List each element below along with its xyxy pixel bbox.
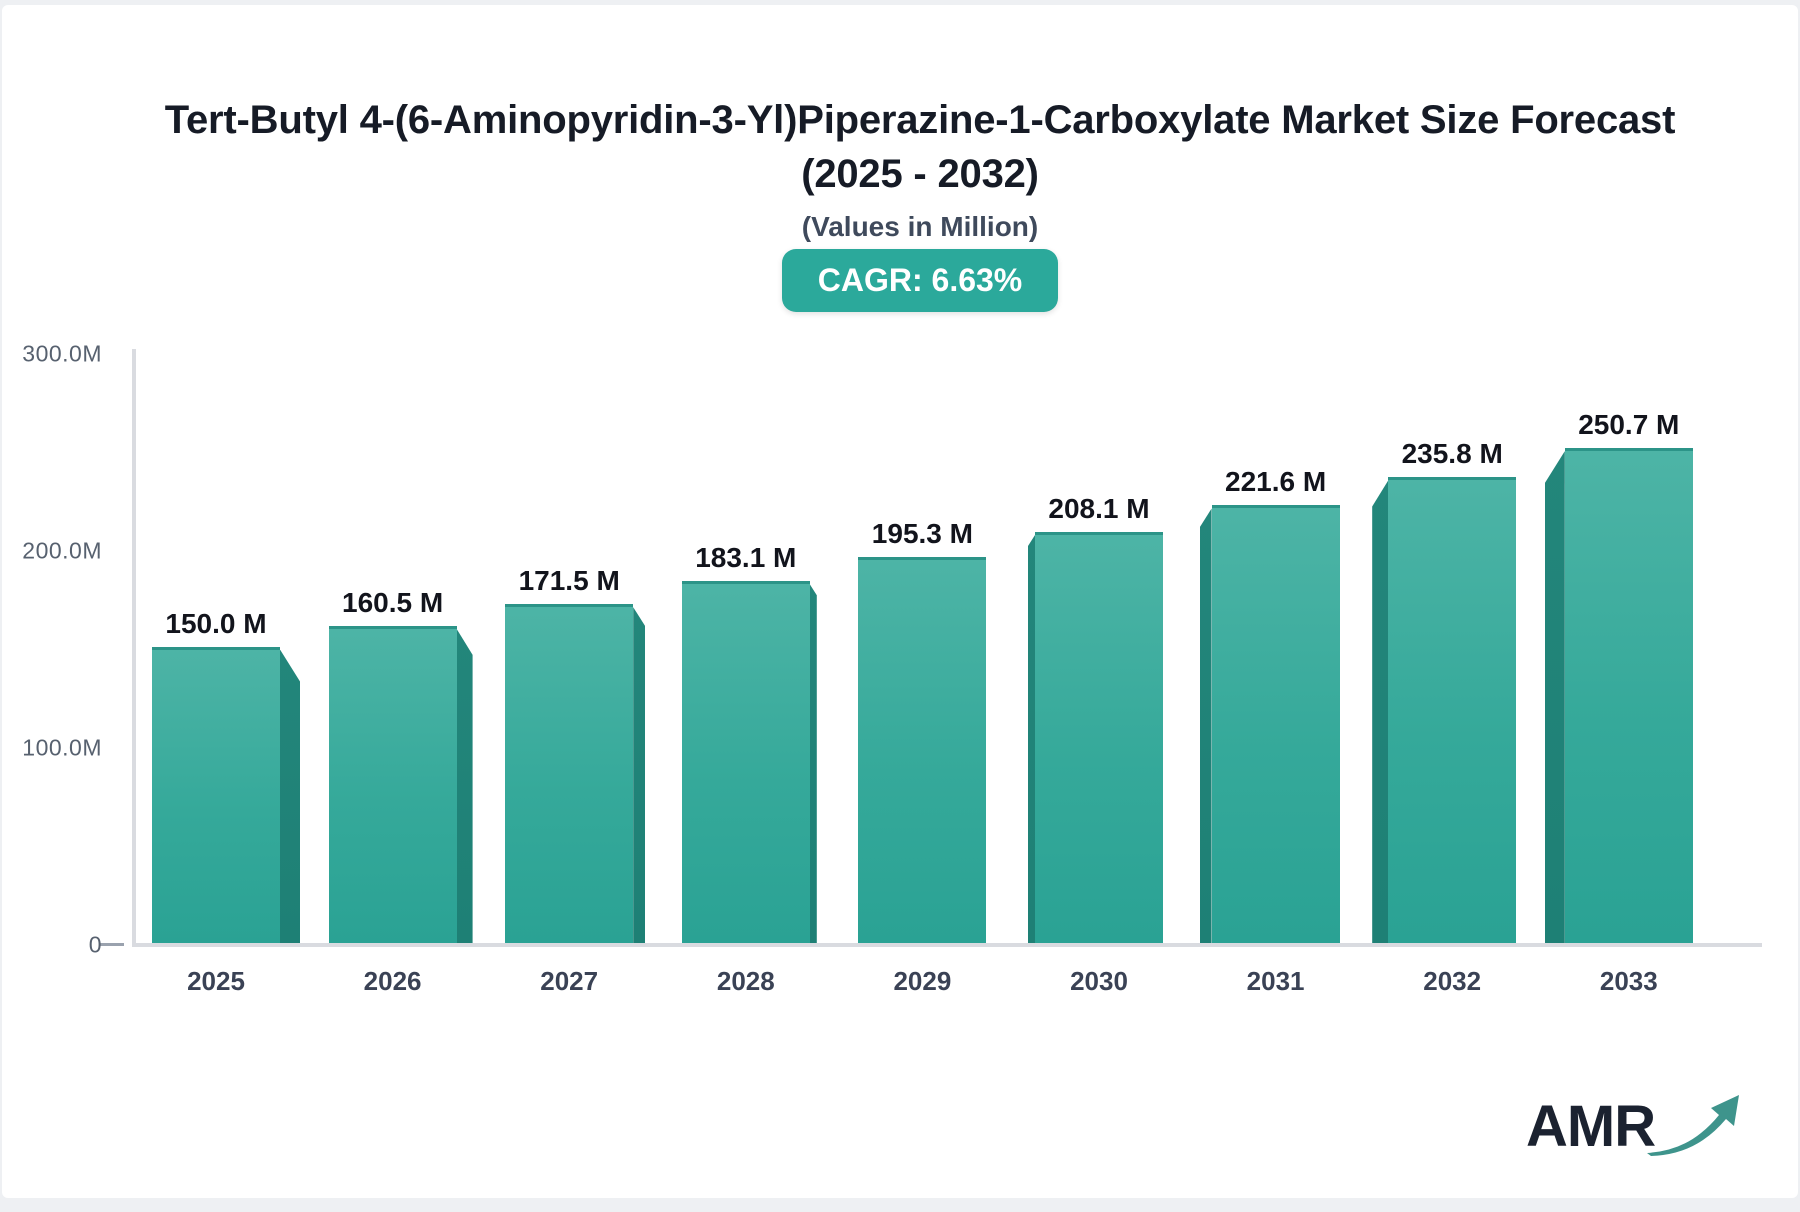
bar-value-label: 250.7 M — [1578, 409, 1680, 441]
x-axis-year-label: 2030 — [1070, 966, 1128, 996]
bar-2025-side-face — [280, 649, 300, 945]
bar-value-label: 221.6 M — [1225, 466, 1327, 498]
bar-2033-side-face — [1544, 451, 1565, 945]
bar-2027[interactable] — [505, 604, 634, 945]
y-axis-tick-label: 300.0M — [22, 340, 102, 367]
y-axis-line — [132, 349, 136, 945]
x-axis-baseline — [132, 943, 1762, 947]
bar-2028[interactable] — [681, 581, 810, 945]
x-axis-year-label: 2028 — [716, 966, 775, 996]
bar-value-label: 150.0 M — [165, 607, 267, 639]
bar-2028-side-face — [809, 584, 817, 945]
bar-2027-side-face — [633, 607, 646, 945]
chart-title-line2: (2025 - 2032) — [801, 152, 1039, 196]
bar-value-label: 235.8 M — [1401, 438, 1503, 470]
bar-2031-side-face — [1199, 508, 1212, 945]
bar-2029[interactable] — [858, 557, 987, 945]
bar-2030-side-face — [1028, 535, 1035, 945]
chart-header: Tert-Butyl 4-(6-Aminopyridin-3-Yl)Pipera… — [2, 93, 1798, 312]
bar-value-label: 160.5 M — [342, 586, 444, 618]
chart-subtitle: (Values in Million) — [801, 211, 1039, 242]
bar-2030[interactable] — [1035, 532, 1163, 945]
bar-2033[interactable] — [1564, 448, 1693, 945]
chart-card: Tert-Butyl 4-(6-Aminopyridin-3-Yl)Pipera… — [2, 5, 1798, 1198]
x-axis-year-label: 2026 — [363, 966, 422, 996]
bar-2032-side-face — [1372, 480, 1389, 945]
y-axis-tick-label: 200.0M — [22, 537, 102, 564]
amr-logo-text: AMR — [1526, 1094, 1656, 1159]
x-axis-year-label: 2033 — [1599, 966, 1658, 996]
chart-title-line1: Tert-Butyl 4-(6-Aminopyridin-3-Yl)Pipera… — [164, 98, 1676, 142]
x-axis-year-label: 2025 — [187, 966, 245, 996]
zero-tick-mark — [100, 943, 124, 946]
bar-2026-side-face — [456, 628, 473, 945]
y-axis-tick-label: 0 — [88, 931, 102, 958]
cagr-badge: CAGR: 6.63% — [781, 249, 1059, 312]
x-axis-year-label: 2027 — [540, 966, 599, 996]
x-axis-year-label: 2032 — [1423, 966, 1482, 996]
bar-2031[interactable] — [1211, 505, 1340, 945]
bar-value-label: 208.1 M — [1048, 493, 1150, 525]
y-axis-tick-label: 100.0M — [22, 734, 102, 761]
amr-logo: AMR — [1526, 1093, 1741, 1160]
x-axis-year-label: 2031 — [1246, 966, 1305, 996]
x-axis-year-label: 2029 — [893, 966, 952, 996]
bar-2032[interactable] — [1388, 477, 1517, 945]
growth-arrow-icon — [1647, 1094, 1740, 1156]
bar-2026[interactable] — [328, 625, 457, 945]
bar-value-label: 183.1 M — [695, 542, 797, 574]
bar-value-label: 195.3 M — [871, 518, 973, 550]
bar-value-label: 171.5 M — [518, 565, 620, 597]
bar-2025[interactable] — [152, 646, 280, 945]
bar-chart-plot-area: 300.0M 200.0M 100.0M 0 150.0 M 2025 160.5 M 202… — [2, 341, 1800, 996]
